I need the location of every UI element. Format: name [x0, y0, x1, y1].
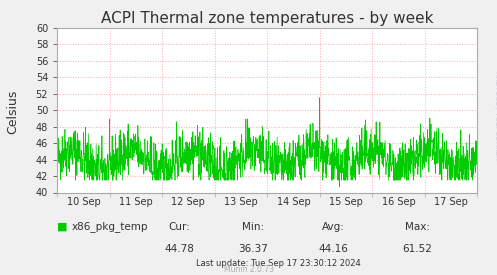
Text: ■: ■: [57, 222, 68, 232]
Text: x86_pkg_temp: x86_pkg_temp: [72, 221, 149, 232]
Text: Max:: Max:: [405, 222, 430, 232]
Text: Min:: Min:: [243, 222, 264, 232]
Text: Cur:: Cur:: [168, 222, 190, 232]
Text: Munin 2.0.73: Munin 2.0.73: [224, 265, 273, 274]
Text: Avg:: Avg:: [322, 222, 344, 232]
Text: 61.52: 61.52: [403, 244, 432, 254]
Text: Celsius: Celsius: [6, 89, 19, 134]
Title: ACPI Thermal zone temperatures - by week: ACPI Thermal zone temperatures - by week: [101, 11, 433, 26]
Text: 44.16: 44.16: [318, 244, 348, 254]
Text: RRDTOOL / TOBI OETIKER: RRDTOOL / TOBI OETIKER: [494, 71, 497, 160]
Text: Last update: Tue Sep 17 23:30:12 2024: Last update: Tue Sep 17 23:30:12 2024: [196, 259, 361, 268]
Text: 36.37: 36.37: [239, 244, 268, 254]
Text: 44.78: 44.78: [164, 244, 194, 254]
